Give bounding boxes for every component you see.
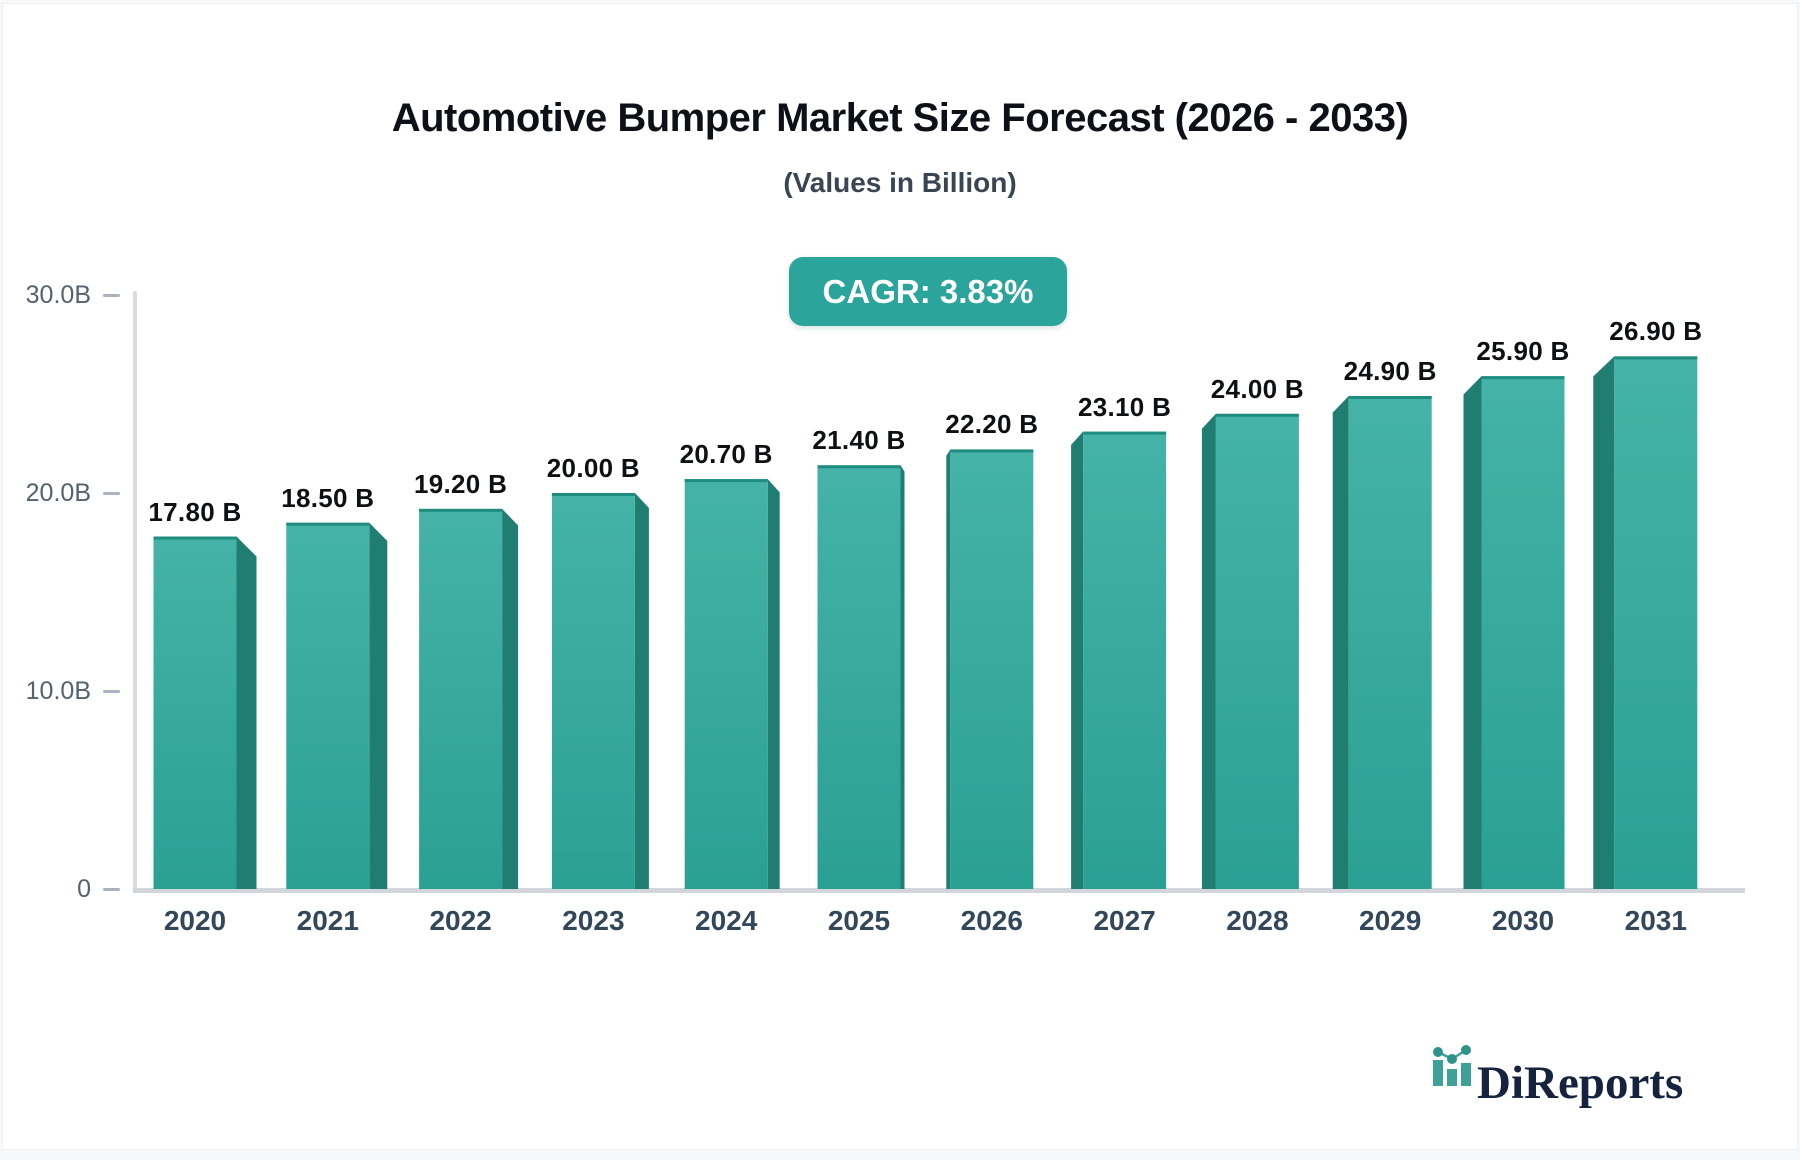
bar-side-face [900, 465, 905, 889]
x-axis-label: 2020 [163, 905, 227, 936]
bar-front-face [419, 508, 503, 889]
bar-value-label: 24.90 B [1343, 355, 1437, 386]
bar-top-edge [1481, 376, 1565, 380]
bar-side-face [1463, 376, 1482, 889]
bar-side-face [1593, 356, 1615, 889]
chart-title: Automotive Bumper Market Size Forecast (… [391, 96, 1409, 140]
bar-front-face [684, 479, 768, 889]
bar-value-label: 21.40 B [812, 425, 906, 456]
logo-icon-dot [1433, 1047, 1443, 1057]
cagr-badge: CAGR: 3.83% [789, 257, 1067, 326]
bar-top-edge [1614, 356, 1698, 360]
chart-bar-2031 [1593, 356, 1698, 889]
bar-value-label: 18.50 B [281, 482, 375, 513]
x-axis-label: 2031 [1624, 905, 1687, 936]
x-axis-label: 2027 [1093, 905, 1156, 936]
bar-side-face [767, 479, 780, 889]
bar-side-face [1201, 413, 1216, 889]
x-axis-label: 2030 [1491, 905, 1555, 936]
bar-value-label: 24.00 B [1210, 373, 1304, 404]
x-axis-label: 2023 [562, 905, 625, 936]
y-axis-label: 30.0B [25, 281, 91, 309]
cagr-badge-label: CAGR: 3.83% [822, 272, 1034, 310]
bars-plot-area [153, 356, 1698, 889]
chart-subtitle: (Values in Billion) [783, 167, 1017, 198]
bar-side-face [1332, 395, 1349, 889]
chart-bar-2024 [684, 479, 780, 889]
bar-value-label: 26.90 B [1609, 316, 1703, 347]
chart-bar-2030 [1463, 376, 1565, 889]
bar-front-face [1614, 356, 1698, 889]
bar-top-edge [1348, 395, 1432, 399]
bar-top-edge [551, 493, 635, 496]
bar-top-edge [419, 508, 503, 512]
y-axis-label: 10.0B [25, 677, 91, 705]
logo-icon-bar [1447, 1069, 1457, 1086]
x-axis-label: 2021 [296, 905, 359, 936]
bar-top-edge [1215, 413, 1299, 417]
bar-front-face [1348, 395, 1432, 889]
bar-top-edge [153, 536, 237, 540]
y-axis-tick [103, 887, 120, 891]
y-axis-label: 20.0B [25, 479, 91, 507]
bar-front-face [950, 449, 1034, 889]
bar-value-label: 22.20 B [945, 409, 1039, 440]
bar-side-face [502, 508, 519, 889]
bar-front-face [551, 493, 635, 889]
x-axis-label: 2029 [1359, 905, 1422, 936]
bar-front-face [1083, 431, 1167, 889]
bar-side-face [1071, 431, 1084, 889]
y-axis-tick [103, 689, 120, 693]
x-axis-label: 2024 [695, 905, 758, 936]
direports-logo: DiReports [1425, 1042, 1735, 1112]
bar-front-face [1215, 413, 1299, 889]
bar-front-face [817, 465, 901, 889]
bar-top-edge [684, 479, 768, 483]
bar-value-label: 25.90 B [1476, 336, 1570, 367]
logo-text: DiReports [1477, 1057, 1683, 1109]
y-axis-label: 0 [77, 875, 91, 903]
bar-value-label: 17.80 B [148, 496, 242, 527]
logo-icon-bar [1433, 1060, 1443, 1086]
chart-bar-2021 [286, 522, 388, 889]
bar-top-edge [950, 449, 1034, 453]
logo-icon-bar [1461, 1063, 1471, 1086]
chart-bar-2028 [1201, 413, 1299, 889]
bar-side-face [946, 449, 951, 889]
chart-bar-2025 [817, 465, 905, 889]
bar-top-edge [286, 522, 370, 526]
logo-icon-dot [1447, 1054, 1457, 1064]
y-axis-tick [103, 293, 120, 297]
x-axis-label: 2022 [429, 905, 492, 936]
bar-side-face [634, 493, 649, 889]
bar-front-face [286, 522, 370, 889]
bar-value-label: 20.00 B [546, 453, 640, 483]
bar-value-label: 20.70 B [679, 439, 773, 470]
x-axis-label: 2028 [1226, 905, 1289, 936]
chart-bar-2023 [551, 493, 649, 889]
bar-side-face [236, 536, 257, 889]
bar-chart: 0 10.0B 20.0B 30.0B 17.80 B 2020 18.50 B 2021 19… [3, 4, 1800, 1160]
x-axis-label: 2025 [827, 905, 891, 936]
bar-value-label: 23.10 B [1078, 391, 1172, 422]
chart-bar-2029 [1332, 395, 1432, 889]
logo-icon-dot [1461, 1045, 1471, 1055]
y-axis-line [133, 291, 137, 889]
bar-chart-logo-icon: DiReports [1433, 1045, 1683, 1109]
x-axis-label: 2026 [960, 905, 1023, 936]
chart-bar-2020 [153, 536, 257, 889]
y-axis-tick [103, 491, 120, 495]
bar-front-face [153, 536, 237, 889]
bar-side-face [369, 522, 388, 889]
x-axis-line [133, 888, 1745, 893]
bar-value-label: 19.20 B [414, 468, 508, 499]
bar-top-edge [1083, 431, 1167, 435]
chart-card: Automotive Bumper Market Size Forecast (… [2, 3, 1798, 1150]
bar-front-face [1481, 376, 1565, 889]
chart-bar-2022 [419, 508, 519, 889]
bar-top-edge [817, 465, 901, 469]
chart-bar-2027 [1071, 431, 1167, 889]
chart-bar-2026 [946, 449, 1034, 889]
